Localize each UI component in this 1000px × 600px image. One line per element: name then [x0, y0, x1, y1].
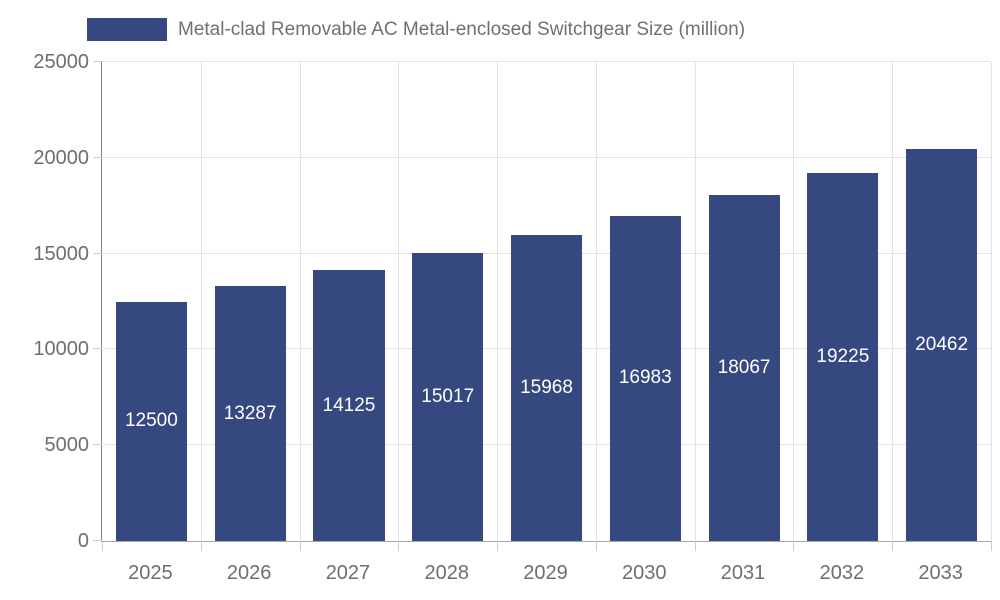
- y-tick-label: 5000: [44, 434, 90, 457]
- y-tick-mark: [93, 61, 102, 62]
- bar: 12500: [115, 301, 187, 541]
- y-tick-label: 20000: [33, 146, 89, 169]
- x-tick-mark: [991, 541, 992, 551]
- x-tick-mark: [102, 541, 103, 551]
- bar: 15968: [510, 235, 583, 541]
- x-tick-mark: [200, 541, 202, 551]
- bar-slot: 14125: [300, 62, 399, 541]
- bar-value-label: 18067: [717, 356, 771, 378]
- y-tick-label: 0: [77, 530, 89, 552]
- gridline-horizontal: [102, 156, 991, 158]
- bar: 15017: [412, 253, 484, 541]
- gridline-vertical: [200, 62, 202, 541]
- gridline-vertical: [497, 62, 499, 541]
- x-axis: 2025 2026 2027 2028 2029 2030 2031 2032 2033: [101, 541, 990, 600]
- x-tick-label: 2032: [819, 562, 865, 584]
- legend-swatch-icon: [87, 18, 167, 41]
- bar: 14125: [313, 270, 385, 541]
- gridline-horizontal: [102, 61, 991, 62]
- x-tick-label: 2030: [622, 562, 667, 584]
- y-tick-mark: [93, 348, 102, 350]
- y-tick-mark: [93, 252, 102, 254]
- gridline-vertical: [694, 62, 696, 541]
- plot-area: 12500 13287 14125 15017 15968 16983 18067 19225…: [93, 61, 992, 551]
- y-tick-label: 10000: [33, 338, 89, 361]
- bar: 18067: [708, 194, 780, 541]
- bar-slot: 15968: [497, 62, 596, 541]
- bar-value-label: 15968: [520, 377, 573, 399]
- legend: Metal-clad Removable AC Metal-enclosed S…: [87, 18, 745, 41]
- y-tick-label: 15000: [33, 242, 89, 265]
- gridline-vertical: [398, 62, 400, 541]
- bar-slot: 20462: [892, 62, 991, 541]
- x-tick-mark: [398, 541, 400, 551]
- x-tick-mark: [497, 541, 499, 551]
- bar-slot: 13287: [201, 62, 300, 541]
- bar-value-label: 20462: [915, 333, 969, 355]
- x-tick-label: 2028: [424, 562, 469, 584]
- x-tick-mark: [694, 541, 696, 551]
- x-tick-label: 2025: [128, 562, 173, 584]
- bar-slot: 12500: [102, 62, 201, 541]
- bar-slot: 15017: [398, 62, 497, 541]
- x-tick-label: 2027: [325, 562, 371, 584]
- bar-value-label: 16983: [618, 367, 672, 389]
- y-tick-label: 25000: [33, 51, 89, 73]
- bar-value-label: 15017: [421, 386, 475, 408]
- x-tick-label: 2031: [720, 562, 766, 584]
- bar-slot: 18067: [695, 62, 794, 541]
- x-tick-mark: [595, 541, 597, 551]
- bar-value-label: 14125: [322, 394, 376, 416]
- x-tick-mark: [793, 541, 795, 551]
- bar-value-label: 12500: [124, 410, 178, 432]
- bars-container: 12500 13287 14125 15017 15968 16983 18067 19225…: [102, 62, 991, 541]
- bar-slot: 19225: [793, 62, 892, 541]
- gridline-vertical: [793, 62, 795, 541]
- x-tick-mark: [892, 541, 894, 551]
- x-tick-label: 2026: [226, 562, 272, 584]
- y-tick-mark: [93, 156, 102, 158]
- bar: 16983: [609, 215, 681, 541]
- gridline-vertical: [299, 62, 301, 541]
- gridline-vertical: [892, 62, 894, 541]
- gridline-vertical: [595, 62, 597, 541]
- bar: 19225: [807, 172, 879, 541]
- bar-slot: 16983: [596, 62, 695, 541]
- bar: 13287: [214, 286, 286, 541]
- x-tick-mark: [299, 541, 301, 551]
- bar: 20462: [906, 148, 978, 541]
- y-axis: 0 5000 10000 15000 20000 25000: [0, 51, 90, 552]
- legend-label: Metal-clad Removable AC Metal-enclosed S…: [178, 18, 746, 40]
- x-tick-label: 2033: [918, 562, 963, 584]
- bar-value-label: 13287: [223, 402, 277, 424]
- y-tick-mark: [93, 540, 102, 541]
- y-tick-mark: [93, 444, 102, 446]
- x-tick-label: 2029: [523, 562, 568, 584]
- bar-value-label: 19225: [816, 345, 870, 367]
